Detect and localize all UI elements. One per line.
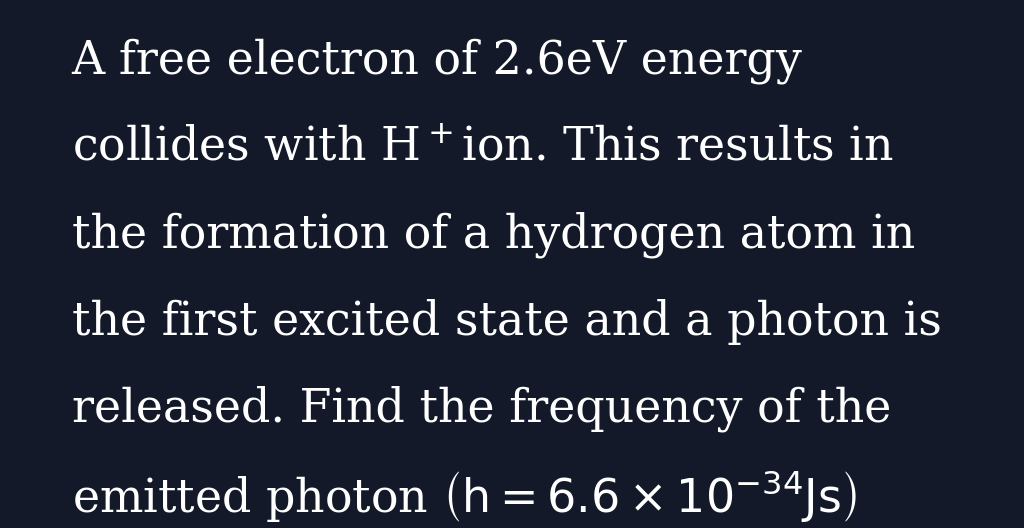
Text: emitted photon $\left(\mathrm{h} = 6.6 \times 10^{-34}\mathrm{Js}\right)$: emitted photon $\left(\mathrm{h} = 6.6 \…: [72, 468, 856, 524]
Text: released. Find the frequency of the: released. Find the frequency of the: [72, 386, 891, 432]
Text: the first excited state and a photon is: the first excited state and a photon is: [72, 299, 941, 345]
Text: the formation of a hydrogen atom in: the formation of a hydrogen atom in: [72, 212, 914, 258]
Text: A free electron of 2.6eV energy: A free electron of 2.6eV energy: [72, 38, 803, 83]
Text: collides with H$^+$ion. This results in: collides with H$^+$ion. This results in: [72, 125, 894, 171]
